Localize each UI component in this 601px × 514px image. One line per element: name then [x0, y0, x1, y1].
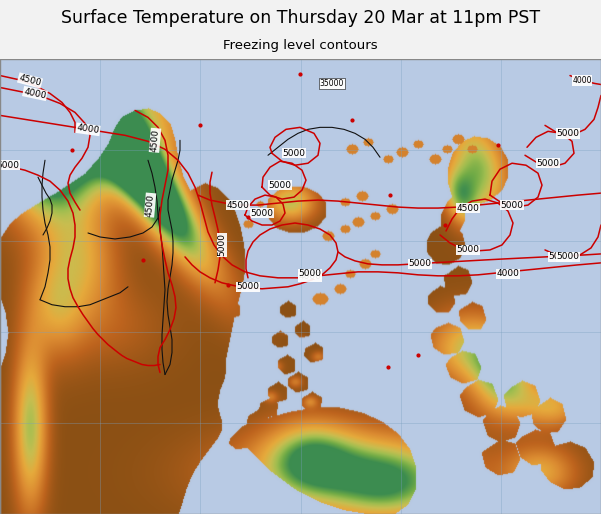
Text: 5000: 5000 — [557, 129, 579, 138]
Text: 4000: 4000 — [76, 123, 100, 135]
Text: 5000: 5000 — [269, 180, 291, 190]
Text: 5000: 5000 — [282, 149, 305, 158]
Text: 4500: 4500 — [457, 204, 480, 213]
Text: 4000: 4000 — [572, 76, 592, 85]
Text: Surface Temperature on Thursday 20 Mar at 11pm PST: Surface Temperature on Thursday 20 Mar a… — [61, 9, 540, 27]
Text: 4500: 4500 — [18, 73, 42, 88]
Text: Freezing level contours: Freezing level contours — [223, 39, 378, 52]
Text: 35000: 35000 — [320, 79, 344, 88]
Text: 4000: 4000 — [496, 269, 519, 279]
Text: 5000: 5000 — [0, 161, 19, 170]
Text: 4500: 4500 — [150, 128, 160, 152]
Text: 5000: 5000 — [251, 209, 273, 217]
Text: 4500: 4500 — [144, 193, 156, 217]
Text: 5000: 5000 — [457, 245, 480, 254]
Text: 5000: 5000 — [537, 159, 560, 168]
Text: 5000: 5000 — [218, 233, 227, 256]
Text: 5000: 5000 — [299, 269, 322, 279]
Text: 5000: 5000 — [557, 252, 579, 262]
Text: 5000: 5000 — [501, 200, 523, 210]
Text: 5000: 5000 — [237, 282, 260, 291]
Text: 5000: 5000 — [409, 260, 432, 268]
Text: 4500: 4500 — [227, 200, 249, 210]
Text: 5000: 5000 — [549, 252, 572, 262]
Text: 4000: 4000 — [299, 272, 322, 281]
Text: 4000: 4000 — [23, 87, 47, 100]
